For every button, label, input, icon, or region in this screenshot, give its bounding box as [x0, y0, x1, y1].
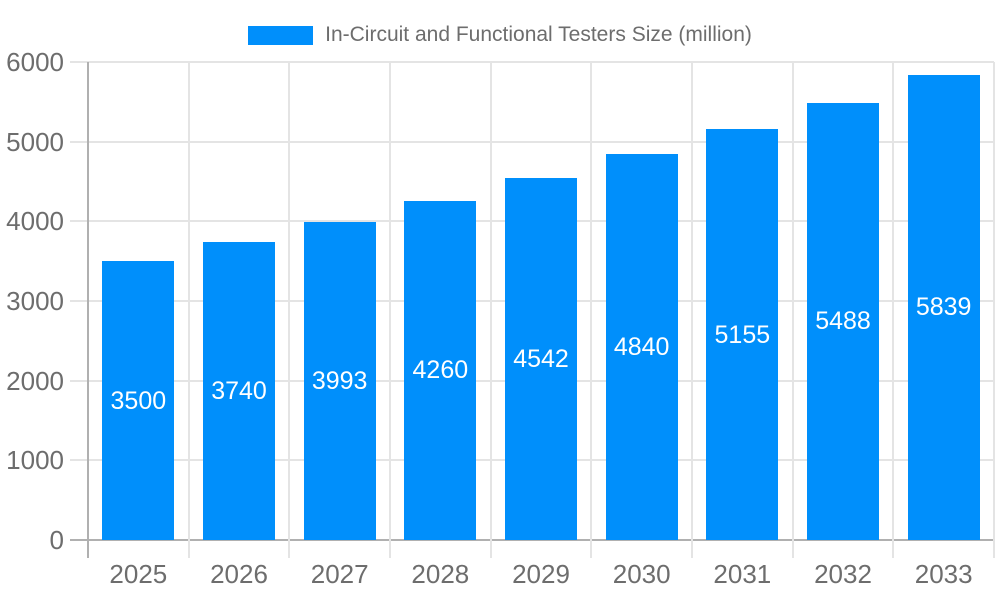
v-gridline: [489, 62, 492, 558]
bar-value-label: 4260: [412, 356, 469, 385]
bar-value-label: 5155: [714, 320, 771, 349]
bar-2033[interactable]: 5839: [907, 74, 980, 540]
x-axis-tick-label: 2030: [612, 559, 671, 589]
v-gridline: [892, 62, 895, 558]
chart-legend[interactable]: In-Circuit and Functional Testers Size (…: [0, 20, 1000, 50]
legend-label: In-Circuit and Functional Testers Size (…: [325, 23, 752, 47]
x-axis-tick-label: 2033: [914, 559, 973, 589]
x-axis-tick-label: 2029: [512, 559, 570, 589]
x-axis-tick-label: 2025: [109, 559, 168, 589]
bar-value-label: 4542: [513, 345, 569, 374]
y-axis-tick-label: 0: [49, 525, 64, 555]
y-axis-tick-label: 6000: [6, 47, 64, 77]
bar-2031[interactable]: 5155: [706, 129, 779, 540]
bar-value-label: 5839: [915, 293, 972, 322]
bar-2026[interactable]: 3740: [203, 242, 275, 540]
bar-value-label: 3500: [110, 386, 167, 415]
bar-2032[interactable]: 5488: [807, 102, 879, 540]
x-axis-tick-label: 2028: [411, 559, 470, 589]
v-gridline: [691, 62, 693, 558]
x-axis-tick-label: 2026: [210, 559, 268, 589]
bar-value-label: 3993: [311, 366, 368, 395]
v-gridline: [791, 62, 794, 558]
y-axis-tick-label: 1000: [6, 445, 64, 476]
bar-2025[interactable]: 3500: [102, 261, 175, 540]
bar-2028[interactable]: 4260: [404, 200, 477, 540]
bar-value-label: 5488: [815, 307, 871, 336]
y-axis-line: [87, 62, 89, 558]
bar-2030[interactable]: 4840: [605, 154, 678, 540]
v-gridline: [993, 62, 995, 558]
v-gridline: [288, 62, 291, 558]
x-axis-tick-label: 2027: [310, 559, 369, 589]
x-axis-tick-label: 2032: [814, 559, 872, 589]
v-gridline: [389, 62, 391, 558]
y-axis-tick-label: 4000: [6, 206, 64, 237]
y-axis-tick-label: 2000: [6, 365, 64, 396]
bar-value-label: 4840: [613, 333, 670, 362]
h-gridline: [70, 140, 994, 143]
y-axis-tick-label: 3000: [6, 286, 64, 316]
h-gridline: [70, 61, 994, 63]
bar-2029[interactable]: 4542: [505, 178, 577, 540]
legend-swatch: [248, 25, 314, 45]
x-axis-tick-label: 2031: [713, 559, 772, 589]
bar-value-label: 3740: [211, 377, 267, 405]
bar-2027[interactable]: 3993: [303, 221, 376, 540]
y-axis-tick-label: 5000: [6, 126, 64, 157]
v-gridline: [590, 62, 593, 558]
v-gridline: [187, 62, 190, 558]
x-axis-line: [70, 539, 994, 541]
